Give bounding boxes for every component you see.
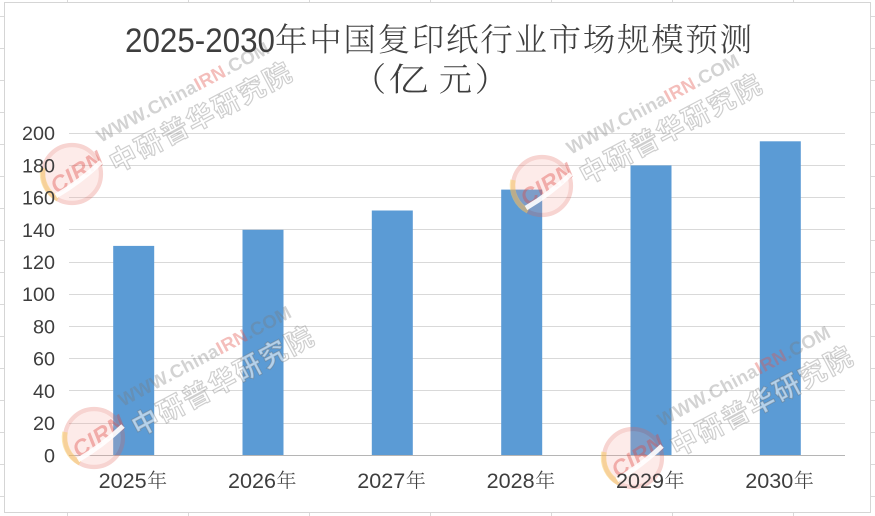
svg-text:100: 100	[22, 284, 55, 306]
svg-text:40: 40	[33, 381, 55, 403]
svg-text:160: 160	[22, 188, 55, 210]
svg-text:80: 80	[33, 317, 55, 339]
svg-text:180: 180	[22, 155, 55, 177]
svg-text:2028: 2028	[487, 469, 535, 493]
svg-text:120: 120	[22, 252, 55, 274]
svg-text:2029: 2029	[616, 469, 664, 493]
svg-text:60: 60	[33, 349, 55, 371]
svg-text:140: 140	[22, 220, 55, 242]
svg-text:2025-2030: 2025-2030	[125, 22, 275, 60]
svg-text:2026: 2026	[228, 469, 276, 493]
svg-text:200: 200	[22, 123, 55, 145]
svg-text:0: 0	[44, 445, 55, 467]
svg-text:20: 20	[33, 413, 55, 435]
svg-text:2027: 2027	[357, 469, 405, 493]
svg-text:2025: 2025	[99, 469, 147, 493]
svg-text:2030: 2030	[745, 469, 793, 493]
